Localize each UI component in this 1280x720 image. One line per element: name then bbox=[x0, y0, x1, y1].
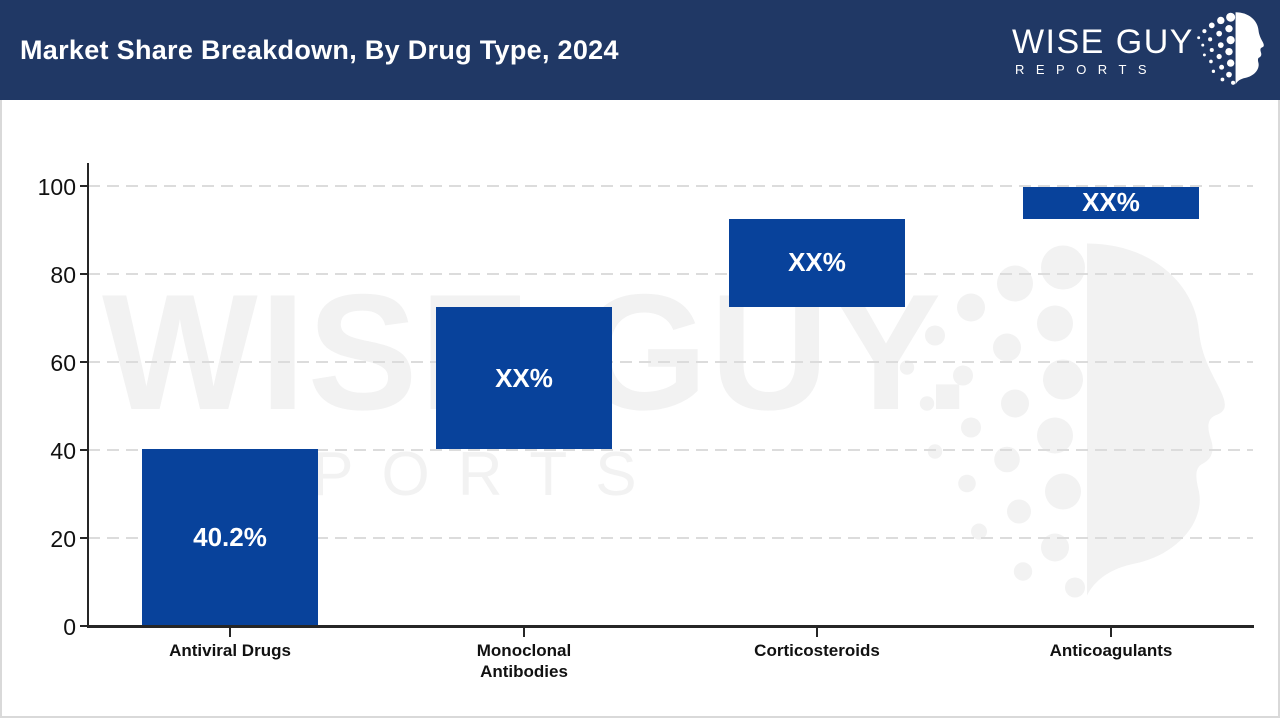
x-tick-0 bbox=[229, 628, 231, 637]
y-tick-label-0: 0 bbox=[63, 614, 76, 640]
gridline-40 bbox=[88, 449, 1253, 451]
y-tick-label-80: 80 bbox=[50, 262, 76, 288]
x-axis bbox=[87, 625, 1254, 628]
x-category-label: Corticosteroids bbox=[754, 641, 880, 660]
bar-value-label: 40.2% bbox=[193, 522, 267, 553]
y-tick-40 bbox=[80, 449, 88, 451]
wise-guy-logo: WISE GUY REPORTS bbox=[1012, 8, 1270, 92]
y-tick-0 bbox=[80, 625, 88, 627]
bar-value-label: XX% bbox=[788, 247, 846, 278]
x-category-label: Anticoagulants bbox=[1049, 641, 1173, 660]
x-tick-1 bbox=[523, 628, 525, 637]
y-tick-20 bbox=[80, 537, 88, 539]
x-tick-2 bbox=[816, 628, 818, 637]
left-border bbox=[0, 100, 2, 718]
right-border bbox=[1278, 100, 1280, 718]
y-tick-label-20: 20 bbox=[50, 526, 76, 552]
y-tick-100 bbox=[80, 185, 88, 187]
watermark-head-icon bbox=[899, 243, 1225, 598]
y-tick-label-100: 100 bbox=[37, 174, 76, 200]
bottom-border bbox=[0, 716, 1280, 718]
gridline-100 bbox=[88, 185, 1253, 187]
logo-subtext: REPORTS bbox=[1014, 61, 1159, 77]
y-axis bbox=[87, 163, 89, 627]
logo-wordmark: WISE GUY bbox=[1011, 22, 1194, 61]
y-tick-60 bbox=[80, 361, 88, 363]
bar-corticosteroids: XX% bbox=[729, 218, 905, 308]
bar-antiviral-drugs: 40.2% bbox=[142, 449, 318, 626]
gridline-80 bbox=[88, 273, 1253, 275]
x-tick-3 bbox=[1110, 628, 1112, 637]
gridline-60 bbox=[88, 361, 1253, 363]
x-category-label: Antiviral Drugs bbox=[169, 641, 291, 660]
bar-value-label: XX% bbox=[495, 362, 553, 393]
bar-anticoagulants: XX% bbox=[1023, 186, 1199, 219]
bar-value-label: XX% bbox=[1082, 187, 1140, 218]
x-category-label: Monoclonal Antibodies bbox=[476, 641, 572, 682]
chart-title: Market Share Breakdown, By Drug Type, 20… bbox=[20, 34, 619, 65]
y-tick-80 bbox=[80, 273, 88, 275]
header-bar: Market Share Breakdown, By Drug Type, 20… bbox=[0, 0, 1280, 100]
gridline-20 bbox=[88, 537, 1253, 539]
y-tick-label-40: 40 bbox=[50, 438, 76, 464]
y-tick-label-60: 60 bbox=[50, 350, 76, 376]
logo-head-icon bbox=[1197, 12, 1264, 85]
bar-monoclonal-antibodies: XX% bbox=[436, 307, 612, 450]
